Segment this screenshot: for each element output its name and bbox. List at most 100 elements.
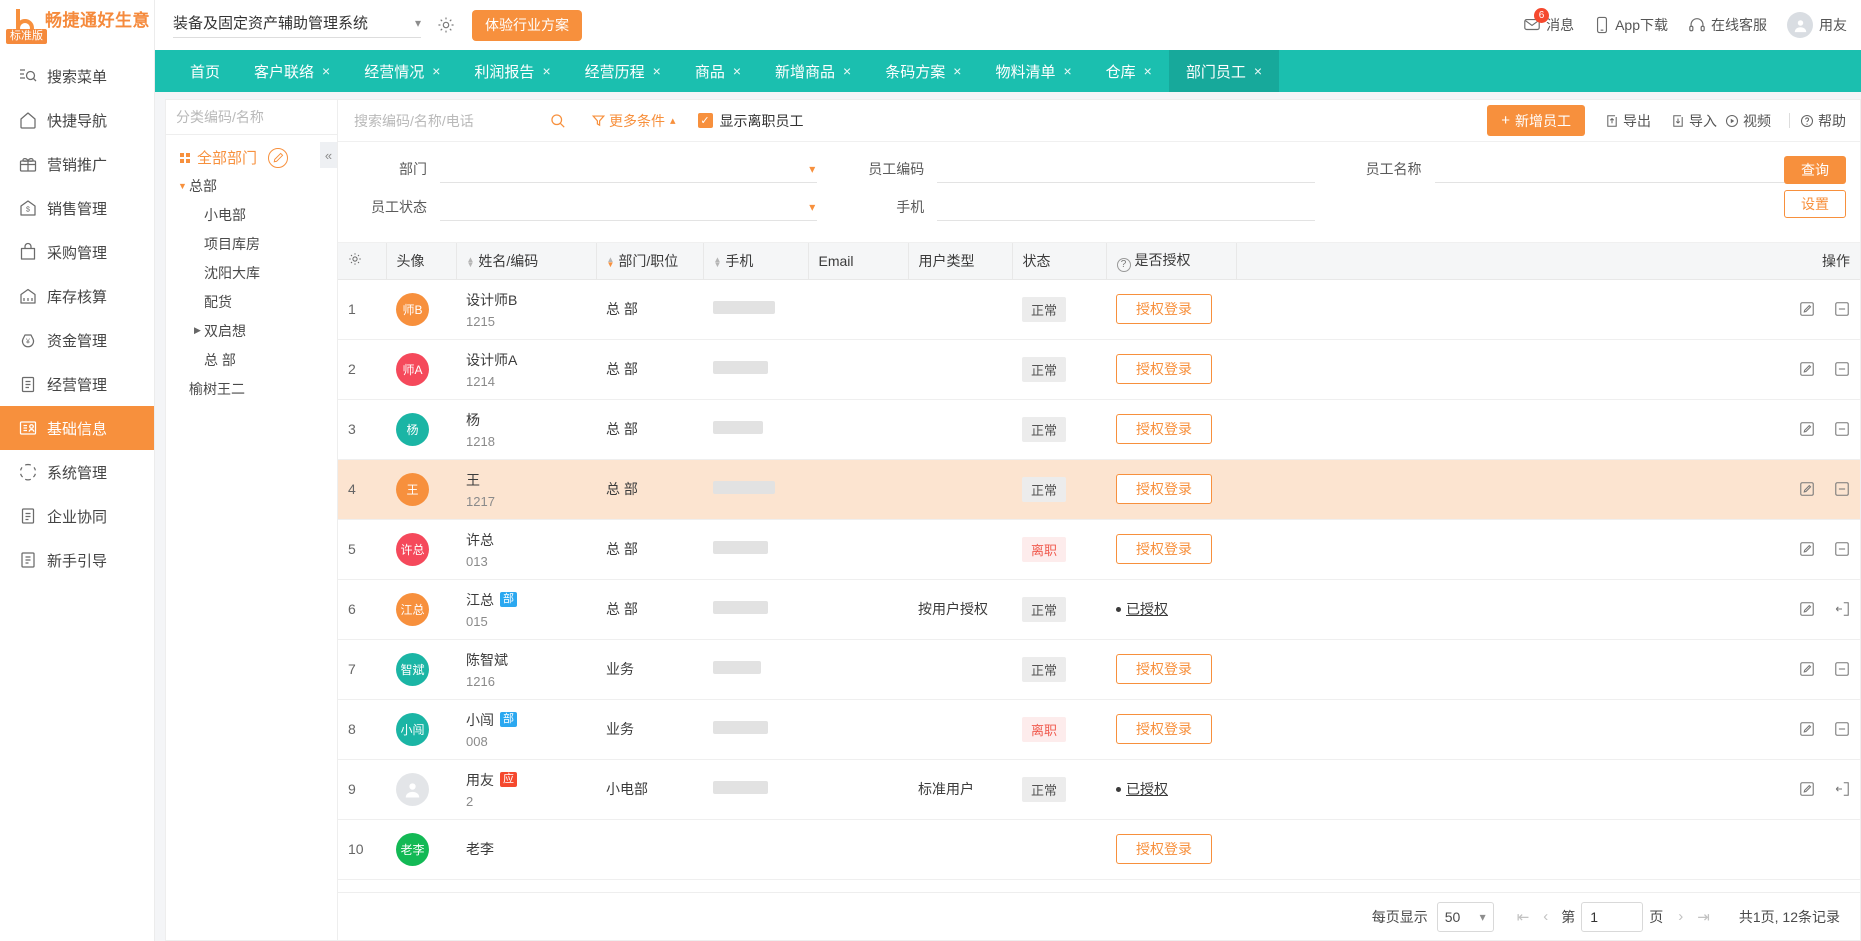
video-button[interactable]: 视频 [1725, 111, 1771, 131]
show-resigned-checkbox[interactable]: ✓ 显示离职员工 [697, 111, 804, 131]
sidebar-item-10[interactable]: 企业协同 [0, 494, 154, 538]
filter-input[interactable] [440, 199, 810, 215]
tab-9[interactable]: 仓库 × [1089, 50, 1169, 92]
edit-row-icon[interactable] [1799, 541, 1815, 557]
close-icon[interactable]: × [953, 63, 962, 79]
tab-8[interactable]: 物料清单 × [978, 50, 1088, 92]
edit-pencil-icon[interactable] [268, 147, 289, 168]
edit-row-icon[interactable] [1799, 661, 1815, 677]
top-item-app-download[interactable]: App下载 [1594, 15, 1668, 35]
sort-icon[interactable]: ▲ ▼ [466, 255, 475, 270]
gear-icon[interactable] [348, 253, 362, 269]
gear-icon[interactable] [437, 16, 455, 34]
authorize-login-button[interactable]: 授权登录 [1116, 354, 1212, 384]
authorized-status[interactable]: 已授权 [1116, 599, 1226, 619]
chevron-down-icon[interactable]: ▾ [809, 200, 816, 214]
sidebar-item-2[interactable]: 营销推广 [0, 142, 154, 186]
column-header-dept-position[interactable]: ▲ ▼ 部门/职位 [596, 243, 704, 280]
column-header-phone[interactable]: ▲ ▼ 手机 [703, 243, 809, 280]
tab-1[interactable]: 客户联络 × [237, 50, 347, 92]
prev-page-icon[interactable]: ‹ [1543, 908, 1549, 925]
add-employee-button[interactable]: + 新增员工 [1487, 105, 1585, 136]
tree-node-4[interactable]: 配货 [166, 287, 337, 316]
authorize-login-button[interactable]: 授权登录 [1116, 834, 1212, 864]
filter-input[interactable] [937, 161, 1315, 177]
edit-row-icon[interactable] [1799, 361, 1815, 377]
import-button[interactable]: 导入 [1671, 111, 1717, 131]
delete-row-icon[interactable] [1834, 661, 1850, 677]
edit-row-icon[interactable] [1799, 781, 1815, 797]
system-selector[interactable]: 装备及固定资产辅助管理系统 ▾ [173, 12, 421, 38]
table-row[interactable]: 9 用友应 2 小电部 标准用户 正常 已授权 [338, 759, 1860, 820]
delete-row-icon[interactable] [1834, 301, 1850, 317]
authorized-status[interactable]: 已授权 [1116, 779, 1226, 799]
tab-7[interactable]: 条码方案 × [868, 50, 978, 92]
settings-button[interactable]: 设置 [1784, 190, 1846, 218]
edit-row-icon[interactable] [1799, 481, 1815, 497]
more-conditions-toggle[interactable]: 更多条件 ▴ [592, 111, 676, 131]
sidebar-item-1[interactable]: 快捷导航 [0, 98, 154, 142]
sidebar-item-4[interactable]: 采购管理 [0, 230, 154, 274]
page-number-input[interactable] [1581, 901, 1644, 932]
export-button[interactable]: 导出 [1605, 111, 1651, 131]
authorize-login-button[interactable]: 授权登录 [1116, 714, 1212, 744]
top-item-user[interactable]: 用友 [1787, 12, 1847, 38]
table-row[interactable]: 2 师A 设计师A 1214 总 部 正常 授权登录 [338, 339, 1860, 400]
edit-row-icon[interactable] [1799, 301, 1815, 317]
close-icon[interactable]: × [652, 63, 661, 79]
close-icon[interactable]: × [432, 63, 441, 79]
tree-node-1[interactable]: 小电部 [166, 200, 337, 229]
table-row[interactable]: 1 师B 设计师B 1215 总 部 正常 授权登录 [338, 279, 1860, 340]
authorize-login-button[interactable]: 授权登录 [1116, 474, 1212, 504]
sidebar-item-5[interactable]: 库存核算 [0, 274, 154, 318]
close-icon[interactable]: × [1143, 63, 1152, 79]
sort-icon[interactable]: ▲ ▼ [713, 255, 722, 270]
tab-2[interactable]: 经营情况 × [347, 50, 457, 92]
sidebar-item-7[interactable]: 经营管理 [0, 362, 154, 406]
collapse-left-icon[interactable]: « [320, 142, 337, 168]
table-row[interactable]: 3 杨杨 1218 总 部正常 授权登录 [338, 399, 1860, 460]
unlink-row-icon[interactable] [1834, 601, 1850, 617]
table-row[interactable]: 8 小闯 小闯部 008 业务 离职 授权登录 [338, 699, 1860, 760]
sidebar-item-6[interactable]: ¥ 资金管理 [0, 318, 154, 362]
question-circle-icon[interactable]: ? [1116, 257, 1131, 272]
delete-row-icon[interactable] [1834, 721, 1850, 737]
delete-row-icon[interactable] [1834, 421, 1850, 437]
edit-row-icon[interactable] [1799, 721, 1815, 737]
delete-row-icon[interactable] [1834, 361, 1850, 377]
tree-node-3[interactable]: 沈阳大库 [166, 258, 337, 287]
delete-row-icon[interactable] [1834, 541, 1850, 557]
filter-input[interactable] [937, 199, 1315, 215]
tree-node-7[interactable]: 榆树王二 [166, 374, 337, 403]
employee-search-input[interactable] [354, 112, 550, 129]
table-row[interactable]: 4 王王 1217 总 部正常 授权登录 [338, 459, 1860, 520]
tree-node-2[interactable]: 项目库房 [166, 229, 337, 258]
tab-4[interactable]: 经营历程 × [568, 50, 678, 92]
tab-3[interactable]: 利润报告 × [457, 50, 567, 92]
tree-node-6[interactable]: 总 部 [166, 345, 337, 374]
search-icon[interactable] [550, 113, 566, 129]
try-industry-solution-button[interactable]: 体验行业方案 [472, 9, 582, 41]
top-item-message[interactable]: 消息 6 [1523, 8, 1574, 35]
chevron-down-icon[interactable]: ▾ [809, 162, 816, 176]
table-row[interactable]: 6 江总 江总部 015 总 部按用户授权 正常 已授权 [338, 579, 1860, 640]
authorize-login-button[interactable]: 授权登录 [1116, 654, 1212, 684]
last-page-icon[interactable]: ⇥ [1697, 908, 1710, 926]
close-icon[interactable]: × [732, 63, 742, 79]
table-row[interactable]: 5 许总 许总 013 总 部 离职 授权登录 [338, 519, 1860, 580]
top-item-online-service[interactable]: 在线客服 [1688, 15, 1767, 35]
delete-row-icon[interactable] [1834, 481, 1850, 497]
tree-root-all-departments[interactable]: 全部部门 [166, 144, 337, 171]
first-page-icon[interactable]: ⇤ [1516, 908, 1530, 926]
tab-6[interactable]: 新增商品 × [758, 50, 868, 92]
authorize-login-button[interactable]: 授权登录 [1116, 534, 1212, 564]
table-row[interactable]: 7 智斌 陈智斌 1216 业务 正常 授权登录 [338, 639, 1860, 700]
filter-input[interactable] [440, 161, 810, 177]
query-button[interactable]: 查询 [1784, 156, 1846, 184]
tab-10[interactable]: 部门员工 × [1168, 50, 1280, 92]
sort-icon[interactable]: ▲ ▼ [606, 255, 615, 270]
close-icon[interactable]: × [1253, 63, 1263, 79]
sidebar-item-11[interactable]: 新手引导 [0, 538, 154, 582]
column-header-name-code[interactable]: ▲ ▼ 姓名/编码 [456, 243, 597, 280]
help-button[interactable]: 帮助 [1800, 111, 1846, 131]
